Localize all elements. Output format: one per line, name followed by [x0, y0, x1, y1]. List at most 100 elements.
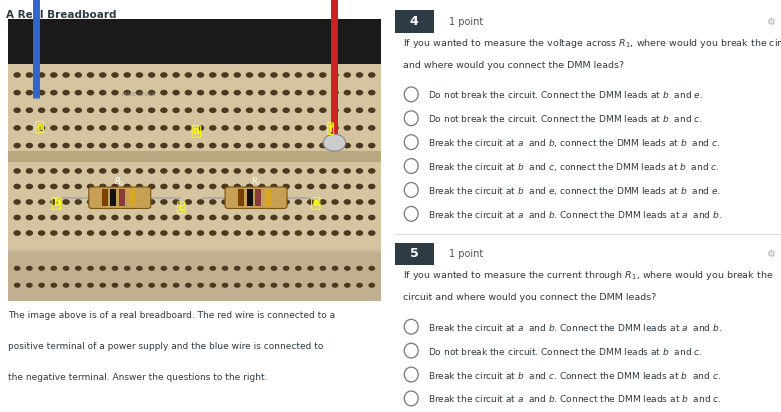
Circle shape	[283, 184, 290, 189]
Circle shape	[13, 184, 21, 189]
Circle shape	[62, 168, 70, 174]
Text: ⚙: ⚙	[766, 249, 776, 259]
Circle shape	[160, 125, 168, 131]
Circle shape	[173, 168, 180, 174]
Circle shape	[173, 125, 180, 131]
Circle shape	[197, 72, 205, 78]
Circle shape	[283, 283, 290, 288]
Circle shape	[13, 168, 21, 174]
Circle shape	[246, 215, 253, 220]
Circle shape	[283, 168, 290, 174]
Circle shape	[356, 90, 363, 96]
Circle shape	[50, 168, 58, 174]
Circle shape	[197, 230, 205, 236]
Circle shape	[331, 108, 339, 113]
Circle shape	[368, 143, 376, 148]
Circle shape	[344, 168, 351, 174]
Circle shape	[62, 90, 70, 96]
Circle shape	[246, 266, 253, 271]
Circle shape	[87, 283, 94, 288]
Circle shape	[173, 72, 180, 78]
Text: e: e	[312, 199, 319, 208]
Circle shape	[74, 143, 82, 148]
Circle shape	[356, 72, 363, 78]
Circle shape	[87, 199, 95, 205]
Circle shape	[173, 283, 180, 288]
Circle shape	[184, 72, 192, 78]
Circle shape	[294, 125, 302, 131]
Circle shape	[26, 215, 33, 220]
Circle shape	[294, 90, 302, 96]
Circle shape	[26, 125, 33, 131]
Circle shape	[319, 125, 326, 131]
Circle shape	[331, 199, 339, 205]
Circle shape	[332, 283, 338, 288]
Circle shape	[344, 90, 351, 96]
Circle shape	[161, 283, 167, 288]
Circle shape	[123, 72, 131, 78]
Circle shape	[111, 108, 119, 113]
Circle shape	[13, 143, 21, 148]
Circle shape	[185, 283, 191, 288]
Circle shape	[209, 72, 216, 78]
Circle shape	[99, 215, 106, 220]
Text: 5: 5	[410, 248, 419, 260]
Circle shape	[123, 230, 131, 236]
Circle shape	[87, 168, 95, 174]
Circle shape	[148, 184, 155, 189]
Circle shape	[87, 72, 95, 78]
Circle shape	[331, 215, 339, 220]
Circle shape	[75, 266, 82, 271]
Circle shape	[37, 199, 45, 205]
Circle shape	[331, 125, 339, 131]
Circle shape	[356, 283, 363, 288]
Circle shape	[160, 143, 168, 148]
Circle shape	[246, 230, 253, 236]
Circle shape	[13, 215, 21, 220]
Circle shape	[136, 215, 143, 220]
Circle shape	[270, 283, 277, 288]
Circle shape	[319, 215, 326, 220]
Circle shape	[221, 199, 229, 205]
Circle shape	[209, 125, 216, 131]
Text: and where would you connect the DMM leads?: and where would you connect the DMM lead…	[403, 61, 624, 70]
Circle shape	[26, 90, 33, 96]
Circle shape	[87, 125, 95, 131]
Circle shape	[283, 230, 290, 236]
Circle shape	[74, 72, 82, 78]
Circle shape	[51, 283, 57, 288]
Circle shape	[62, 199, 70, 205]
Circle shape	[13, 230, 21, 236]
Circle shape	[148, 72, 155, 78]
Circle shape	[74, 230, 82, 236]
Circle shape	[294, 230, 302, 236]
Circle shape	[13, 72, 21, 78]
Circle shape	[221, 168, 229, 174]
Circle shape	[37, 125, 45, 131]
Circle shape	[136, 125, 143, 131]
Bar	[8, 64, 381, 250]
Text: ⚙: ⚙	[766, 16, 776, 27]
Circle shape	[184, 108, 192, 113]
Text: c: c	[179, 203, 184, 213]
Circle shape	[258, 230, 266, 236]
Circle shape	[99, 184, 106, 189]
Text: $R_1$: $R_1$	[114, 176, 125, 188]
Circle shape	[62, 125, 70, 131]
Circle shape	[209, 90, 216, 96]
Circle shape	[331, 72, 339, 78]
Circle shape	[246, 143, 253, 148]
Text: Break the circuit at $a$  and $b$. Connect the DMM leads at $a$  and $b$.: Break the circuit at $a$ and $b$. Connec…	[428, 322, 722, 333]
Circle shape	[294, 184, 302, 189]
Circle shape	[99, 72, 106, 78]
Circle shape	[331, 90, 339, 96]
Circle shape	[270, 215, 278, 220]
Bar	[247, 189, 253, 206]
Circle shape	[37, 108, 45, 113]
Circle shape	[356, 168, 363, 174]
Circle shape	[160, 90, 168, 96]
Circle shape	[294, 143, 302, 148]
Circle shape	[136, 199, 143, 205]
Bar	[266, 189, 271, 206]
Circle shape	[160, 215, 168, 220]
